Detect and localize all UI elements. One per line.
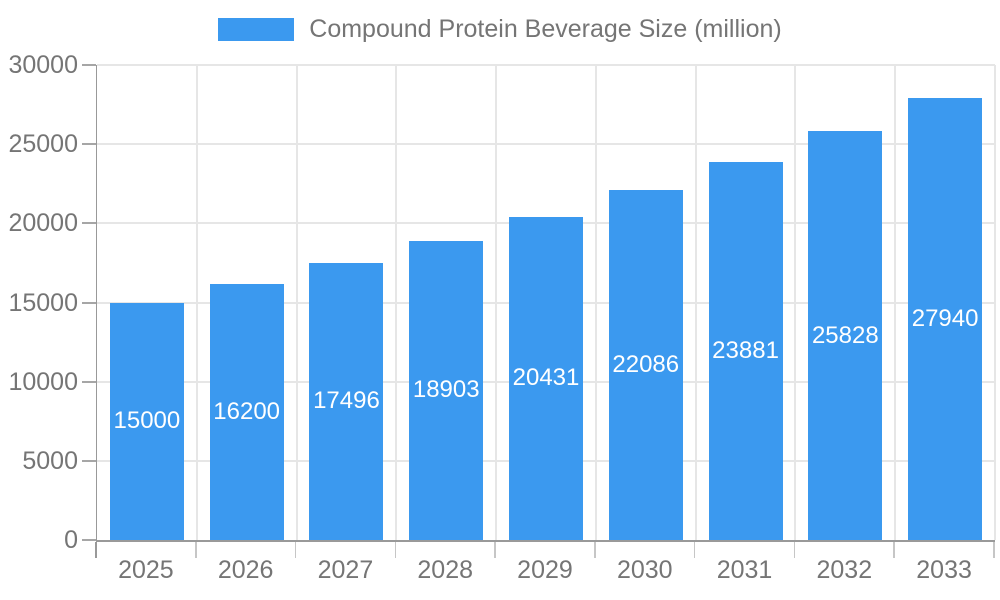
y-axis-label: 5000 xyxy=(22,446,78,475)
bar-value-label: 25828 xyxy=(811,321,879,349)
y-axis-label: 10000 xyxy=(8,367,78,396)
x-gridline xyxy=(694,65,697,540)
y-axis-label: 25000 xyxy=(8,130,78,159)
bar-value-label: 22086 xyxy=(612,351,680,379)
x-axis-label: 2030 xyxy=(616,556,673,584)
bar-value-label: 18903 xyxy=(412,376,480,404)
y-axis-label: 0 xyxy=(64,526,78,554)
bar[interactable]: 18903 xyxy=(409,240,484,540)
legend-swatch-icon xyxy=(218,17,295,41)
bar[interactable]: 15000 xyxy=(109,302,184,540)
bar-value-label: 15000 xyxy=(113,407,181,435)
bar[interactable]: 27940 xyxy=(908,97,983,540)
x-axis-tick xyxy=(594,542,596,558)
bar-value-label: 27940 xyxy=(911,304,979,332)
y-axis-tick xyxy=(82,459,96,462)
x-axis-label: 2025 xyxy=(118,556,174,584)
x-axis-tick xyxy=(195,542,197,558)
y-axis-tick xyxy=(82,64,96,66)
x-gridline xyxy=(594,65,597,540)
x-axis-tick xyxy=(394,542,397,558)
x-axis-tick xyxy=(893,542,895,558)
bar[interactable]: 23881 xyxy=(708,161,783,540)
x-axis-label: 2028 xyxy=(417,556,474,584)
x-axis-tick xyxy=(793,542,796,558)
x-gridline xyxy=(894,65,897,540)
bar[interactable]: 20431 xyxy=(509,216,583,540)
bar[interactable]: 16200 xyxy=(209,283,284,540)
y-gridline xyxy=(97,64,995,66)
legend-label: Compound Protein Beverage Size (million) xyxy=(309,14,782,43)
bar-value-label: 16200 xyxy=(213,397,281,425)
bar[interactable]: 17496 xyxy=(309,262,384,540)
x-axis-label: 2032 xyxy=(816,556,873,584)
x-gridline xyxy=(495,65,498,540)
y-axis-tick xyxy=(82,539,96,541)
x-axis-label: 2029 xyxy=(517,556,573,584)
x-axis-label: 2031 xyxy=(716,556,773,584)
x-axis-label: 2026 xyxy=(217,556,274,584)
x-gridline xyxy=(195,65,198,540)
x-axis-tick xyxy=(993,542,995,558)
plot-area: 15000 16200 17496 18903 20431 22086 23881 25828… xyxy=(96,64,996,542)
y-axis-tick xyxy=(82,222,96,225)
x-gridline xyxy=(395,65,398,540)
y-axis-tick xyxy=(82,143,96,146)
x-axis-tick xyxy=(294,542,297,558)
x-axis-tick xyxy=(95,542,97,558)
bar-value-label: 17496 xyxy=(313,387,380,415)
y-axis-label: 15000 xyxy=(8,288,78,317)
y-axis-tick xyxy=(82,380,96,383)
y-gridline xyxy=(97,143,995,146)
x-axis-label: 2027 xyxy=(317,556,374,584)
bar-value-label: 23881 xyxy=(712,336,779,364)
x-gridline xyxy=(994,65,996,540)
x-gridline xyxy=(794,65,797,540)
y-axis-tick xyxy=(82,301,96,304)
legend[interactable]: Compound Protein Beverage Size (million) xyxy=(0,14,1000,44)
x-axis-tick xyxy=(693,542,696,558)
bar-value-label: 20431 xyxy=(512,364,580,392)
bar[interactable]: 22086 xyxy=(608,190,683,540)
y-axis-label: 30000 xyxy=(8,51,78,79)
y-axis-label: 20000 xyxy=(8,209,78,238)
x-gridline xyxy=(295,65,298,540)
x-axis-label: 2033 xyxy=(916,556,972,584)
bar[interactable]: 25828 xyxy=(808,131,883,540)
x-axis-tick xyxy=(494,542,496,558)
